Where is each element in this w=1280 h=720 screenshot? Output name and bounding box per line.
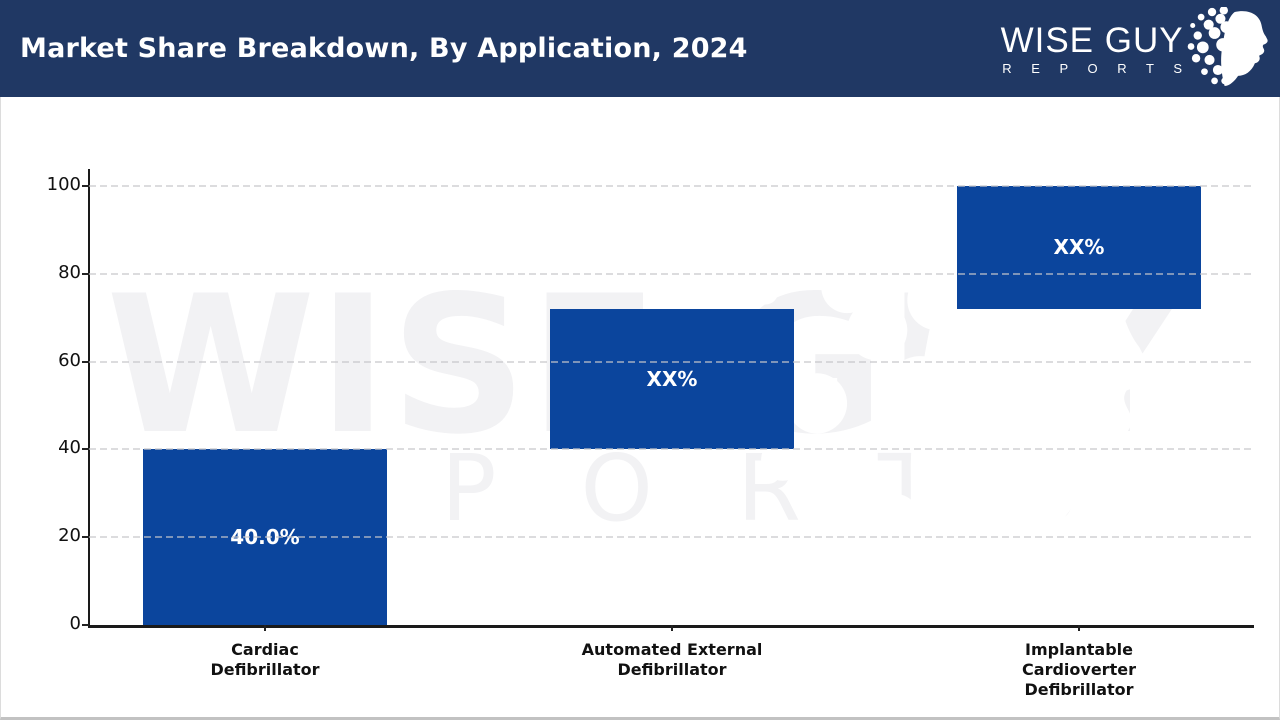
y-tick-label-80: 80 bbox=[58, 261, 81, 283]
gridline-y-60 bbox=[89, 360, 1254, 363]
y-tick-mark-20 bbox=[82, 536, 89, 539]
x-category-label-2: Automated External Defibrillator bbox=[581, 640, 763, 679]
chart-area: WISE GUY REPORTS 02040608010040.0%XX%XX%… bbox=[0, 97, 1280, 720]
x-tick-mark-3 bbox=[1078, 625, 1080, 631]
x-tick-mark-1 bbox=[264, 625, 266, 631]
y-tick-mark-0 bbox=[82, 624, 89, 626]
x-tick-mark-2 bbox=[671, 625, 673, 631]
dotted-face-logo-icon bbox=[1187, 7, 1268, 86]
y-tick-label-60: 60 bbox=[58, 349, 81, 371]
y-tick-label-0: 0 bbox=[69, 613, 81, 634]
bar-value-label: XX% bbox=[1053, 235, 1105, 260]
bar-2-automated-external-defibrillator: XX% bbox=[550, 308, 794, 450]
gridline-y-80 bbox=[89, 272, 1254, 275]
x-category-label-1: Cardiac Defibrillator bbox=[210, 640, 320, 679]
y-axis-line bbox=[88, 169, 90, 627]
gridline-y-40 bbox=[89, 448, 1254, 451]
logo-text: WISE GUY R E P O R T S bbox=[994, 23, 1190, 75]
y-tick-mark-60 bbox=[82, 360, 89, 363]
header-banner: Market Share Breakdown, By Application, … bbox=[0, 0, 1280, 97]
logo-primary-text: WISE GUY bbox=[1000, 21, 1184, 60]
y-tick-mark-80 bbox=[82, 272, 89, 275]
y-tick-label-100: 100 bbox=[46, 174, 81, 195]
y-tick-mark-100 bbox=[82, 185, 89, 187]
gridline-y-100 bbox=[89, 185, 1254, 187]
gridline-y-20 bbox=[89, 536, 1254, 539]
y-tick-label-40: 40 bbox=[58, 437, 81, 459]
y-tick-label-20: 20 bbox=[58, 525, 81, 547]
x-category-label-3: Implantable Cardioverter Defibrillator bbox=[1022, 640, 1136, 699]
wise-guy-reports-logo: WISE GUY R E P O R T S bbox=[994, 7, 1270, 91]
logo-secondary-text: R E P O R T S bbox=[1002, 61, 1190, 76]
bar-value-label: XX% bbox=[646, 367, 698, 392]
page-title: Market Share Breakdown, By Application, … bbox=[20, 33, 748, 64]
y-tick-mark-40 bbox=[82, 448, 89, 451]
bar-3-implantable-cardioverter-defibrillator: XX% bbox=[957, 186, 1201, 309]
